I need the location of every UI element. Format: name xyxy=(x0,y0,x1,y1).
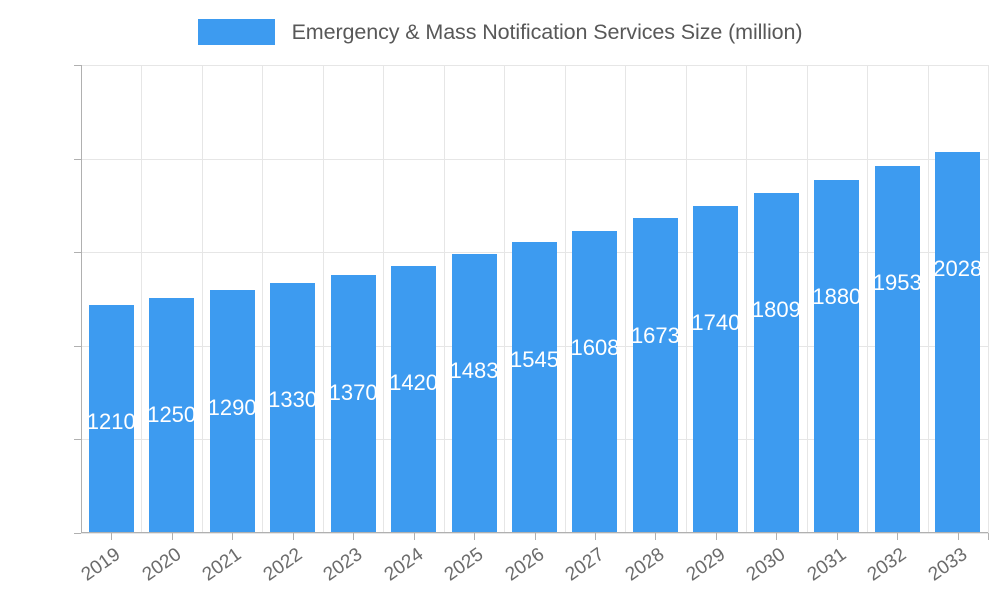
x-tick-mark xyxy=(776,533,778,540)
bar-2021[interactable] xyxy=(209,290,255,532)
chart-legend: Emergency & Mass Notification Services S… xyxy=(0,12,1000,52)
gridline-vertical xyxy=(867,65,869,533)
x-tick-mark xyxy=(353,533,355,540)
x-axis-tick-label: 2026 xyxy=(501,544,548,586)
x-tick-mark xyxy=(715,533,717,540)
gridline-vertical xyxy=(685,65,687,533)
bar-2024[interactable] xyxy=(391,265,437,532)
x-axis-tick-label: 2033 xyxy=(924,544,972,586)
bar-2027[interactable] xyxy=(572,230,618,532)
bar-2026[interactable] xyxy=(512,242,557,532)
gridline-vertical xyxy=(927,65,929,533)
gridline-vertical xyxy=(988,65,989,533)
x-axis-tick-label: 2027 xyxy=(561,544,609,586)
gridline-vertical xyxy=(625,65,627,533)
y-tick-mark xyxy=(74,345,81,347)
legend-swatch-icon xyxy=(197,19,275,45)
legend-item-label: Emergency & Mass Notification Services S… xyxy=(291,19,803,44)
x-tick-mark xyxy=(111,533,113,540)
bar-2029[interactable] xyxy=(693,205,739,532)
gridline-vertical xyxy=(383,65,385,533)
x-tick-mark xyxy=(594,533,596,540)
x-axis-tick-label: 2025 xyxy=(440,544,488,586)
bar-2028[interactable] xyxy=(632,218,678,532)
x-axis-tick-label: 2024 xyxy=(380,544,427,586)
gridline-vertical xyxy=(806,65,808,533)
bar-2033[interactable] xyxy=(935,151,981,532)
x-tick-mark xyxy=(171,533,173,540)
x-axis-tick-label: 2020 xyxy=(138,544,186,586)
bar-2030[interactable] xyxy=(753,192,799,532)
bar-2022[interactable] xyxy=(270,282,316,532)
x-tick-mark xyxy=(897,533,899,540)
bar-2031[interactable] xyxy=(814,179,860,532)
x-axis-tick-label: 2032 xyxy=(863,544,911,586)
gridline-vertical xyxy=(504,65,506,533)
x-axis-tick-label: 2021 xyxy=(198,544,246,586)
x-axis-tick-label: 2022 xyxy=(259,544,306,586)
gridline-vertical xyxy=(443,65,445,533)
x-tick-mark xyxy=(292,533,294,540)
bar-2019[interactable] xyxy=(88,305,134,532)
x-tick-mark xyxy=(655,533,657,540)
bar-2032[interactable] xyxy=(874,166,920,532)
x-axis-tick-label: 2028 xyxy=(622,544,669,586)
gridline-vertical xyxy=(262,65,264,533)
bar-2020[interactable] xyxy=(149,297,195,532)
y-tick-mark xyxy=(74,533,81,534)
gridline-vertical xyxy=(201,65,203,533)
x-tick-mark xyxy=(413,533,415,540)
gridline-vertical xyxy=(564,65,566,533)
x-tick-mark xyxy=(474,533,476,540)
y-tick-mark xyxy=(74,65,81,66)
x-axis-tick-label: 2029 xyxy=(682,544,730,586)
x-tick-mark xyxy=(988,533,989,540)
gridline-vertical xyxy=(322,65,324,533)
gridline-horizontal xyxy=(81,158,988,160)
y-tick-mark xyxy=(74,252,81,254)
x-axis-line xyxy=(81,531,988,533)
x-tick-mark xyxy=(836,533,838,540)
bar-2025[interactable] xyxy=(451,254,497,532)
x-tick-mark xyxy=(534,533,536,540)
x-tick-mark xyxy=(957,533,959,540)
gridline-vertical xyxy=(746,65,748,533)
x-tick-mark xyxy=(232,533,234,540)
plot-area: 1210 1250 1290 1330 1370 1420 1483 1545 1608 1673… xyxy=(74,65,989,585)
gridline-horizontal xyxy=(81,65,988,66)
y-tick-mark xyxy=(74,158,81,160)
y-tick-mark xyxy=(74,439,81,441)
x-axis-tick-label: 2031 xyxy=(803,544,851,586)
bar-2023[interactable] xyxy=(330,275,376,532)
legend-item-emergency-mass-notification[interactable]: Emergency & Mass Notification Services S… xyxy=(197,19,803,45)
y-axis-line xyxy=(81,65,83,533)
x-axis-tick-label: 2019 xyxy=(77,544,125,586)
x-axis-tick-label: 2030 xyxy=(743,544,790,586)
gridline-vertical xyxy=(141,65,143,533)
x-axis-tick-label: 2023 xyxy=(319,544,367,586)
